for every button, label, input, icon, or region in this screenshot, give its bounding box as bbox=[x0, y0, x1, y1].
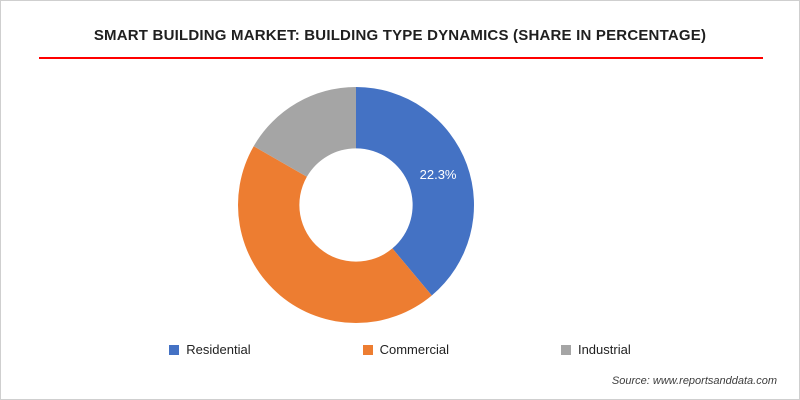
chart-legend: Residential Commercial Industrial bbox=[1, 342, 799, 357]
legend-label: Industrial bbox=[577, 342, 631, 357]
donut-segment-commercial bbox=[237, 146, 432, 324]
legend-label: Commercial bbox=[379, 342, 449, 357]
legend-swatch bbox=[560, 344, 571, 355]
chart-title: SMART BUILDING MARKET: BUILDING TYPE DYN… bbox=[93, 27, 707, 44]
segment-data-label: 22.3% bbox=[420, 167, 457, 182]
legend-swatch bbox=[169, 344, 180, 355]
legend-swatch bbox=[362, 344, 373, 355]
legend-item-industrial: Industrial bbox=[560, 342, 631, 357]
source-text: Source: www.reportsanddata.com bbox=[611, 375, 777, 387]
donut-segment-residential bbox=[356, 87, 474, 296]
title-underline bbox=[39, 57, 763, 59]
donut-segment-industrial bbox=[253, 87, 356, 177]
legend-item-residential: Residential bbox=[169, 342, 251, 357]
donut-chart: 22.3% bbox=[237, 87, 474, 324]
legend-label: Residential bbox=[186, 342, 251, 357]
legend-item-commercial: Commercial bbox=[362, 342, 449, 357]
